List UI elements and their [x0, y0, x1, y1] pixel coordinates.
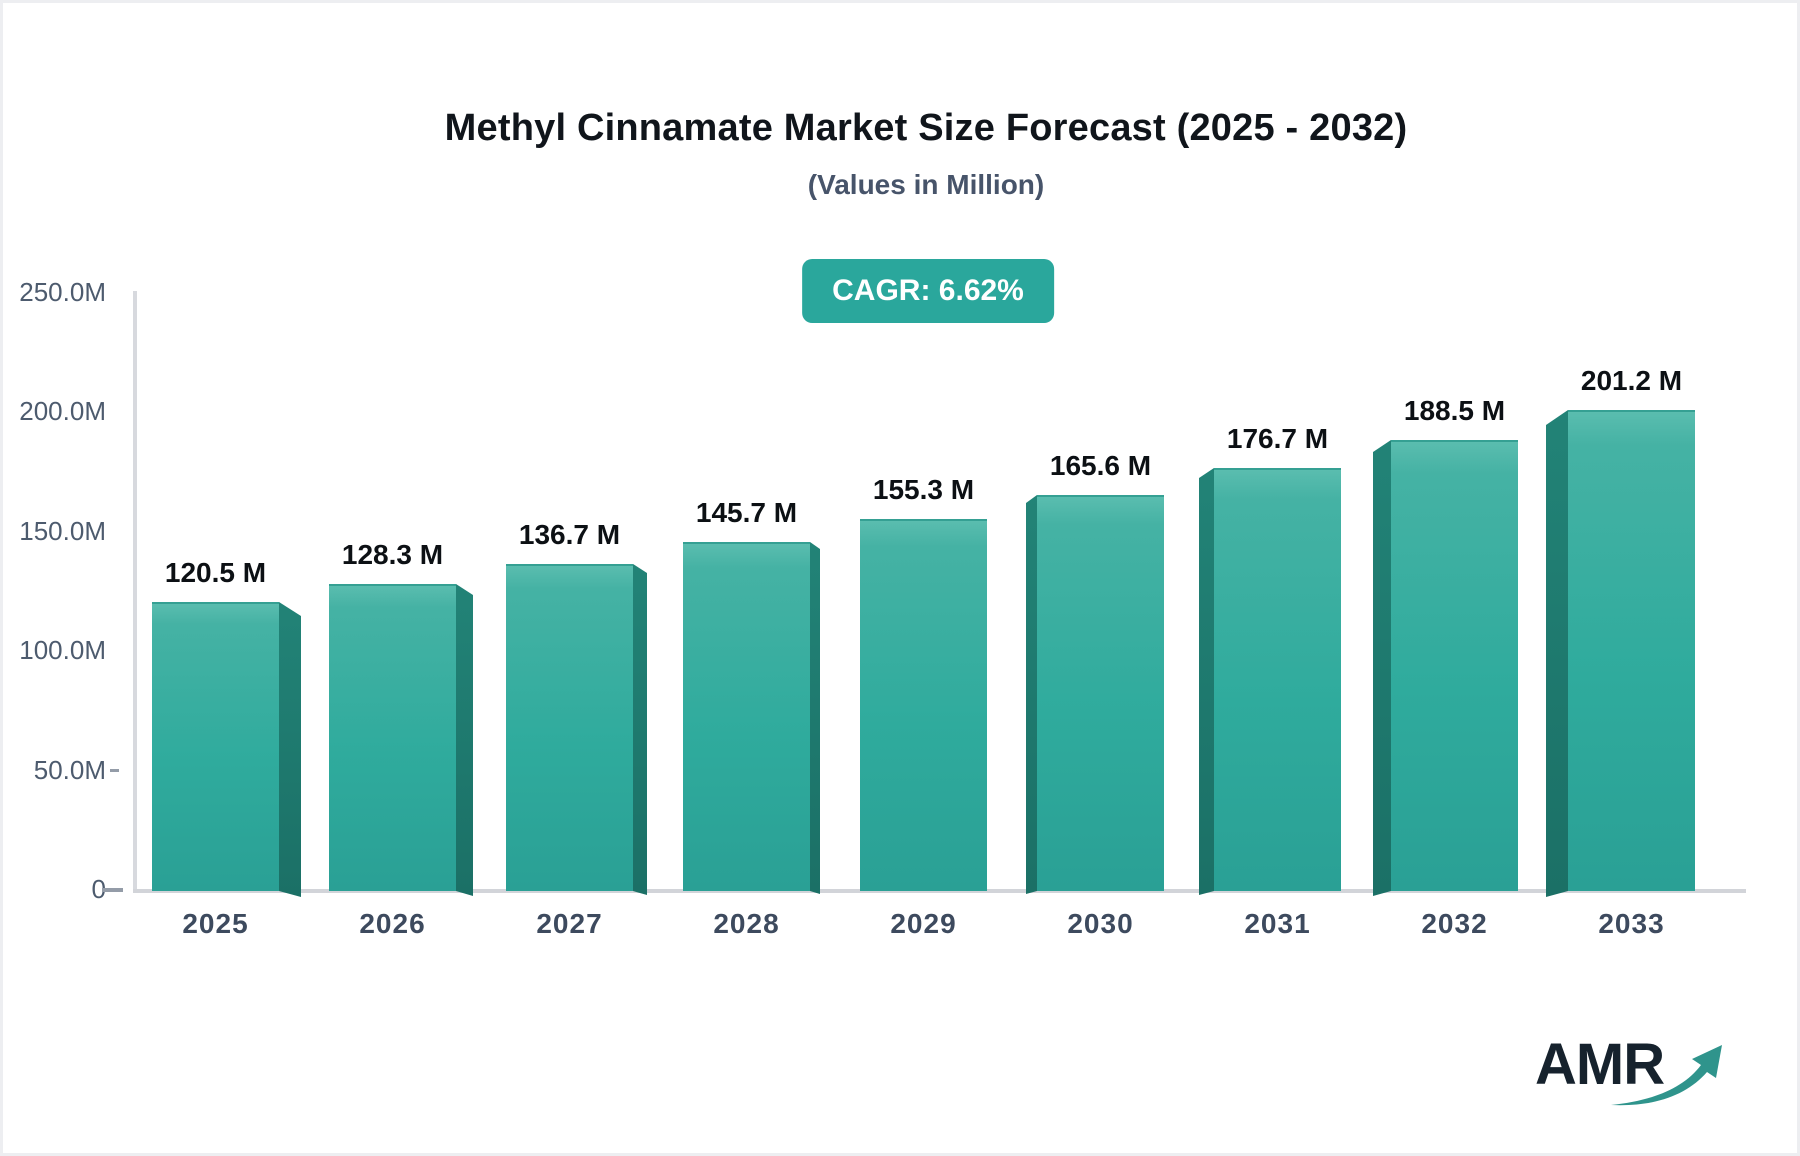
y-axis-line [133, 291, 137, 891]
y-axis-tick-label: 50.0M [33, 754, 106, 785]
bar-value-label: 128.3 M [341, 539, 444, 570]
bar-value-label: 165.6 M [1049, 450, 1152, 481]
x-axis-label-2027: 2027 [536, 908, 603, 939]
y-axis-tick-label: 200.0M [19, 396, 106, 427]
bar-side-3d [1373, 440, 1391, 896]
amr-logo-text: AMR [1535, 1032, 1665, 1097]
bar-face-2026 [329, 584, 456, 891]
x-axis-label-2031: 2031 [1244, 908, 1311, 939]
x-axis-label-2028: 2028 [713, 908, 780, 939]
x-axis-label-2025: 2025 [182, 908, 249, 939]
cagr-badge: CAGR: 6.62% [802, 259, 1054, 323]
y-axis-tick-label: 0 [91, 874, 106, 904]
bar-value-label: 155.3 M [872, 474, 975, 505]
bar-value-label: 136.7 M [518, 519, 621, 550]
trend-up-arrow-icon [1611, 1045, 1722, 1106]
y-axis-tick-label: 100.0M [19, 635, 106, 666]
bar-value-label: 188.5 M [1403, 395, 1506, 426]
bar-face-2029 [860, 519, 987, 891]
bar-side-3d [810, 542, 820, 894]
bar-face-2032 [1391, 440, 1518, 891]
x-axis-label-2033: 2033 [1598, 908, 1665, 939]
bar-value-label: 120.5 M [164, 557, 267, 588]
bar-side-3d [1546, 410, 1568, 897]
bar-face-2028 [683, 542, 810, 891]
x-axis-label-2032: 2032 [1421, 908, 1488, 939]
bar-side-3d [633, 564, 647, 895]
bar-value-label: 201.2 M [1580, 365, 1683, 396]
y-axis-tick-label: 150.0M [19, 515, 106, 546]
bar-face-2025 [152, 602, 279, 891]
bar-side-3d [279, 602, 301, 897]
bar-face-2033 [1568, 410, 1695, 891]
bar-side-3d [456, 584, 473, 896]
bar-value-label: 176.7 M [1226, 423, 1329, 454]
bar-side-3d [1026, 495, 1037, 894]
chart-title: Methyl Cinnamate Market Size Forecast (2… [444, 107, 1408, 149]
y-axis-tick-label: 250.0M [19, 277, 106, 307]
x-axis-label-2026: 2026 [359, 908, 426, 939]
bar-face-2031 [1214, 468, 1341, 891]
x-axis-label-2030: 2030 [1067, 908, 1134, 939]
x-axis-baseline [133, 889, 1746, 893]
x-axis-label-2029: 2029 [890, 908, 957, 939]
bar-side-3d [1199, 468, 1214, 895]
amr-logo: AMR [1535, 1031, 1725, 1111]
bar-value-label: 145.7 M [695, 497, 798, 528]
y-axis-tick-mark [110, 769, 119, 772]
y-axis-tick-mark [102, 888, 123, 892]
chart-subtitle: (Values in Million) [807, 169, 1045, 200]
bar-face-2030 [1037, 495, 1164, 891]
bar-face-2027 [506, 564, 633, 891]
